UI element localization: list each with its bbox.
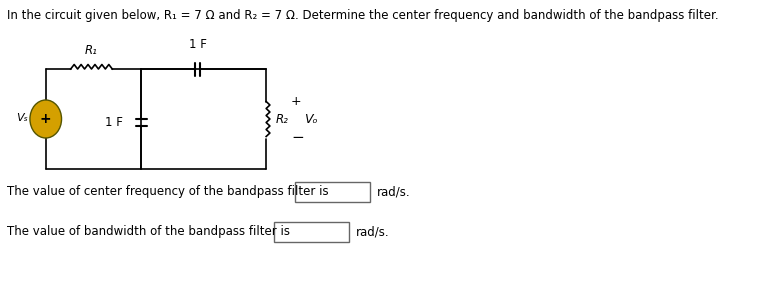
Text: 1 F: 1 F bbox=[189, 38, 207, 51]
Text: Vₒ: Vₒ bbox=[304, 113, 317, 126]
Text: rad/s.: rad/s. bbox=[377, 186, 410, 198]
Text: +: + bbox=[40, 112, 52, 126]
Text: rad/s.: rad/s. bbox=[356, 225, 390, 238]
Text: The value of center frequency of the bandpass filter is: The value of center frequency of the ban… bbox=[7, 186, 328, 198]
Text: −: − bbox=[291, 129, 304, 145]
Circle shape bbox=[30, 100, 62, 138]
FancyBboxPatch shape bbox=[275, 222, 349, 242]
Text: +: + bbox=[291, 94, 301, 108]
Text: Vₛ: Vₛ bbox=[16, 113, 27, 123]
Text: R₂: R₂ bbox=[276, 113, 289, 126]
Text: In the circuit given below, R₁ = 7 Ω and R₂ = 7 Ω. Determine the center frequenc: In the circuit given below, R₁ = 7 Ω and… bbox=[7, 9, 718, 22]
Text: 1 F: 1 F bbox=[105, 116, 123, 129]
Text: The value of bandwidth of the bandpass filter is: The value of bandwidth of the bandpass f… bbox=[7, 225, 290, 238]
FancyBboxPatch shape bbox=[295, 182, 370, 202]
Text: R₁: R₁ bbox=[85, 44, 98, 57]
